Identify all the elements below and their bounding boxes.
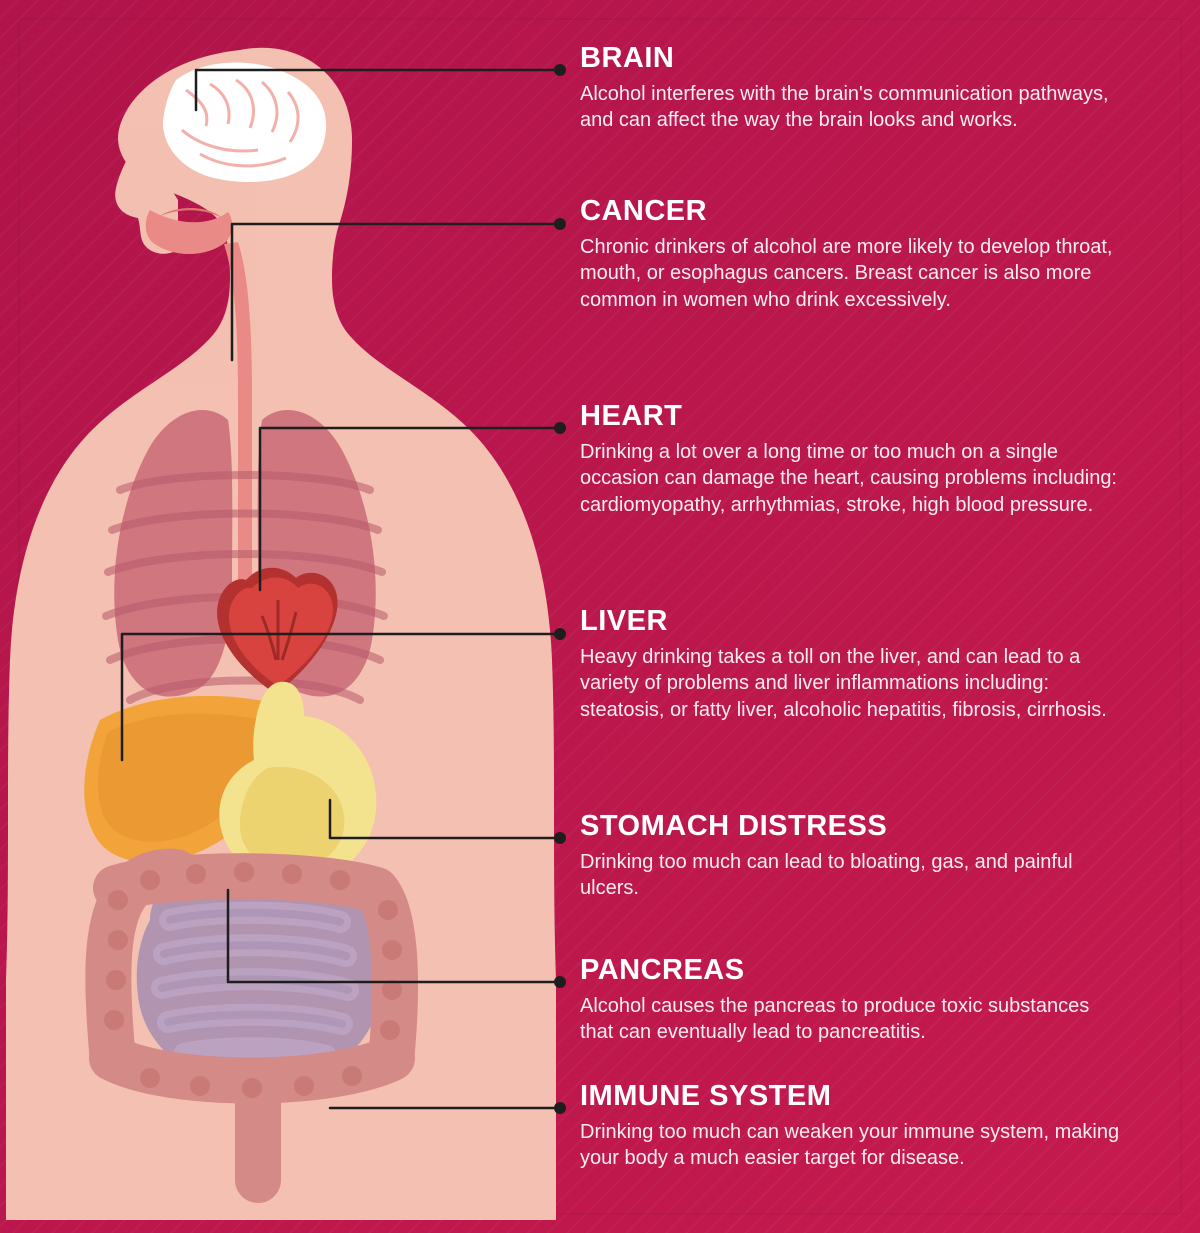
label-pancreas-title: PANCREAS (580, 954, 1120, 987)
label-heart-title: HEART (580, 400, 1120, 433)
labels-column: BRAIN Alcohol interferes with the brain'… (580, 0, 1140, 1233)
label-liver-text: Heavy drinking takes a toll on the liver… (580, 644, 1120, 723)
label-pancreas: PANCREAS Alcohol causes the pancreas to … (580, 954, 1120, 1046)
label-stomach-text: Drinking too much can lead to bloating, … (580, 849, 1120, 902)
label-heart-text: Drinking a lot over a long time or too m… (580, 439, 1120, 518)
anatomy-figure (0, 20, 560, 1220)
label-brain-text: Alcohol interferes with the brain's comm… (580, 81, 1120, 134)
label-stomach: STOMACH DISTRESS Drinking too much can l… (580, 810, 1120, 902)
label-cancer-text: Chronic drinkers of alcohol are more lik… (580, 234, 1120, 313)
label-brain: BRAIN Alcohol interferes with the brain'… (580, 42, 1120, 134)
label-immune: IMMUNE SYSTEM Drinking too much can weak… (580, 1080, 1120, 1172)
label-liver: LIVER Heavy drinking takes a toll on the… (580, 605, 1120, 723)
label-heart: HEART Drinking a lot over a long time or… (580, 400, 1120, 518)
label-stomach-title: STOMACH DISTRESS (580, 810, 1120, 843)
label-cancer-title: CANCER (580, 195, 1120, 228)
label-immune-title: IMMUNE SYSTEM (580, 1080, 1120, 1113)
label-pancreas-text: Alcohol causes the pancreas to produce t… (580, 993, 1120, 1046)
infographic-stage: BRAIN Alcohol interferes with the brain'… (0, 0, 1200, 1233)
label-immune-text: Drinking too much can weaken your immune… (580, 1119, 1120, 1172)
label-brain-title: BRAIN (580, 42, 1120, 75)
label-liver-title: LIVER (580, 605, 1120, 638)
label-cancer: CANCER Chronic drinkers of alcohol are m… (580, 195, 1120, 313)
